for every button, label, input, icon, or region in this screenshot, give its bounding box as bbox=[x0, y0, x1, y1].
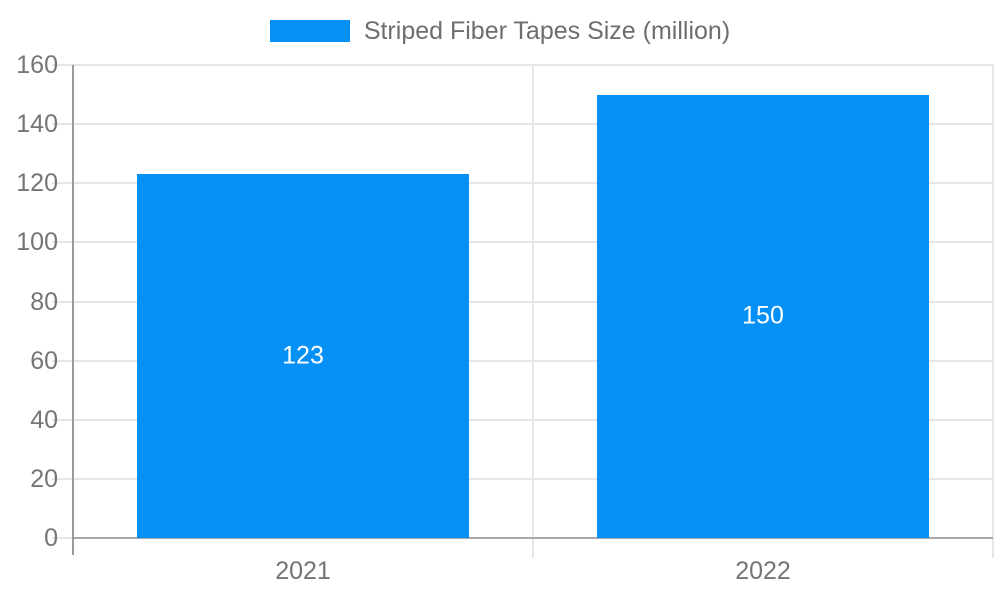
y-axis-label-40: 40 bbox=[30, 405, 58, 434]
y-axis-label-100: 100 bbox=[16, 228, 58, 257]
bar-2022[interactable] bbox=[597, 94, 929, 538]
gridline-y-100 bbox=[52, 241, 993, 244]
y-axis-line bbox=[72, 65, 74, 555]
y-axis-label-60: 60 bbox=[30, 346, 58, 375]
x-axis-label-2021: 2021 bbox=[275, 557, 331, 585]
category-divider bbox=[532, 65, 534, 558]
y-axis-label-120: 120 bbox=[16, 169, 58, 198]
bar-value-label-2022: 150 bbox=[742, 301, 784, 330]
gridline-y-120 bbox=[52, 182, 993, 185]
legend-swatch bbox=[269, 20, 350, 42]
y-axis-label-140: 140 bbox=[16, 110, 58, 139]
y-axis-label-160: 160 bbox=[16, 51, 58, 79]
gridline-y-40 bbox=[52, 418, 993, 421]
gridline-y-160 bbox=[52, 64, 993, 66]
y-axis-label-20: 20 bbox=[30, 464, 58, 493]
gridline-y-0 bbox=[52, 537, 73, 539]
bar-2021[interactable] bbox=[137, 174, 469, 538]
gridline-y-60 bbox=[52, 359, 993, 362]
x-axis-line bbox=[73, 537, 993, 539]
x-axis-label-2022: 2022 bbox=[735, 557, 791, 585]
plot-right-border bbox=[992, 65, 994, 558]
y-axis-label-80: 80 bbox=[30, 287, 58, 316]
y-axis-label-0: 0 bbox=[44, 524, 58, 552]
gridline-y-80 bbox=[52, 300, 993, 303]
bar-value-label-2021: 123 bbox=[282, 341, 324, 370]
legend[interactable]: Striped Fiber Tapes Size (million) bbox=[0, 14, 1000, 48]
legend-label: Striped Fiber Tapes Size (million) bbox=[363, 16, 731, 45]
gridline-y-140 bbox=[52, 123, 993, 126]
gridline-y-20 bbox=[52, 477, 993, 480]
